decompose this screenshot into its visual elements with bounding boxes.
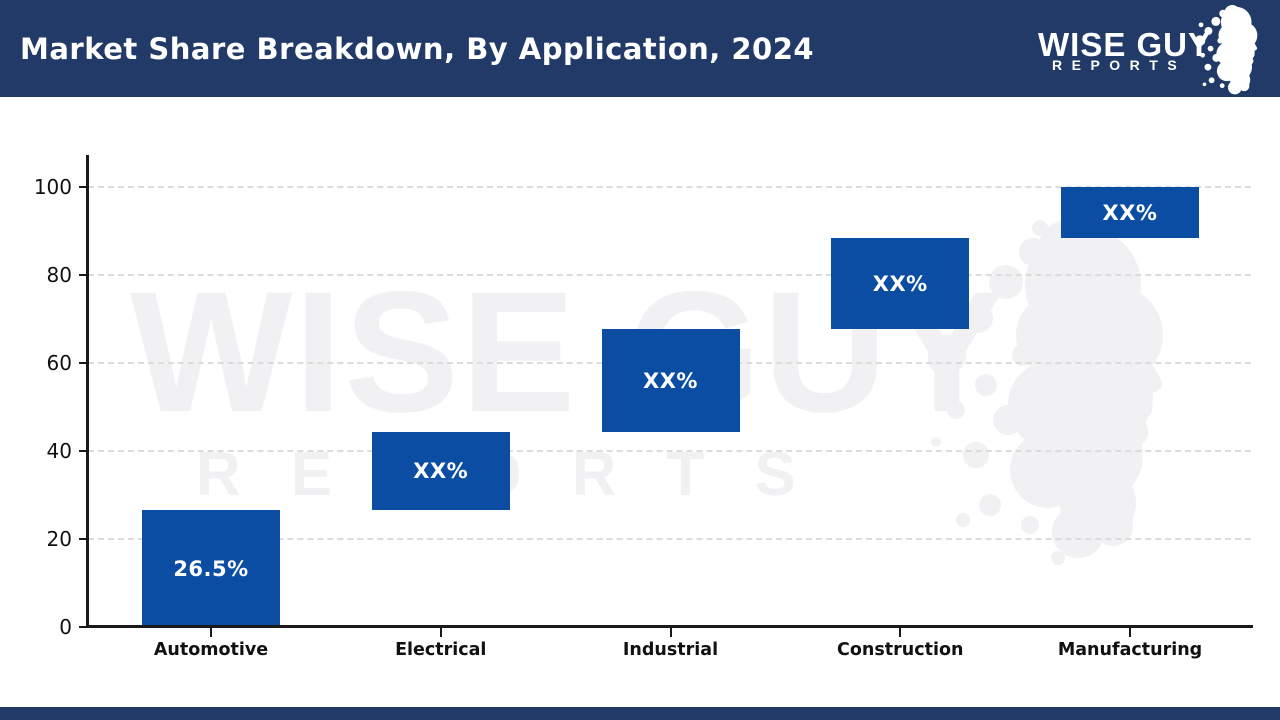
y-tick-label-60: 60 <box>46 351 72 375</box>
y-tick-label-0: 0 <box>59 615 72 639</box>
y-tick-label-80: 80 <box>46 263 72 287</box>
y-tick-label-20: 20 <box>46 527 72 551</box>
x-tick-industrial <box>669 628 672 637</box>
category-label-industrial: Industrial <box>622 640 719 660</box>
gridline-80 <box>88 274 1251 276</box>
bar-value-label: XX% <box>643 368 698 393</box>
x-tick-automotive <box>210 628 212 637</box>
chart-title: Market Share Breakdown, By Application, … <box>20 31 815 66</box>
y-tick-40 <box>79 450 87 452</box>
x-tick-electrical <box>439 628 442 637</box>
category-label-manufacturing: Manufacturing <box>1057 640 1203 660</box>
y-tick-100 <box>79 186 87 188</box>
bar-value-label: XX% <box>872 271 928 296</box>
bar-manufacturing: XX% <box>1061 187 1199 239</box>
bar-value-label: XX% <box>413 459 469 484</box>
bar-value-label: XX% <box>1102 200 1158 225</box>
gridline-100 <box>88 186 1251 188</box>
x-tick-construction <box>899 628 902 637</box>
y-tick-20 <box>79 538 87 540</box>
y-tick-60 <box>79 362 87 364</box>
logo-reports-text: REPORTS <box>1052 57 1187 73</box>
gridline-40 <box>88 450 1251 452</box>
category-label-construction: Construction <box>837 640 964 660</box>
bar-automotive: 26.5% <box>142 510 280 627</box>
y-tick-label-100: 100 <box>33 175 72 199</box>
y-axis-line <box>86 155 89 627</box>
bar-electrical: XX% <box>371 432 510 511</box>
x-tick-manufacturing <box>1129 628 1131 637</box>
logo-head-icon <box>1194 5 1258 95</box>
header-bar: Market Share Breakdown, By Application, … <box>0 0 1280 97</box>
logo-wiseguy-text: WISE GUY <box>1038 26 1212 63</box>
watermark-head-icon <box>928 220 1163 565</box>
wiseguy-logo: WISE GUY REPORTS <box>1022 0 1272 97</box>
watermark-reports-text: REPORTS <box>196 440 846 509</box>
y-tick-label-40: 40 <box>46 439 72 463</box>
footer-bar <box>0 707 1280 720</box>
bar-value-label: 26.5% <box>173 556 249 581</box>
y-tick-0 <box>79 626 87 628</box>
bar-construction: XX% <box>831 238 970 330</box>
y-tick-80 <box>79 274 87 276</box>
bar-industrial: XX% <box>601 329 740 433</box>
gridline-20 <box>88 538 1251 540</box>
x-axis-line <box>86 625 1253 628</box>
category-label-electrical: Electrical <box>395 640 487 660</box>
category-label-automotive: Automotive <box>153 640 269 660</box>
